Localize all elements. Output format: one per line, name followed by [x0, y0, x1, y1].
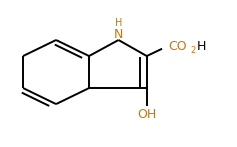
Text: 2: 2	[190, 46, 196, 55]
Text: CO: CO	[168, 40, 187, 53]
Text: OH: OH	[137, 108, 156, 121]
Text: H: H	[196, 40, 206, 53]
Text: H: H	[115, 18, 122, 28]
Text: N: N	[114, 28, 123, 41]
